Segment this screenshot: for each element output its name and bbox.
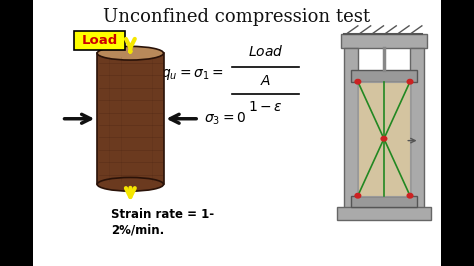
Text: Unconfined compression test: Unconfined compression test: [103, 8, 371, 26]
Text: Load: Load: [82, 34, 118, 47]
Circle shape: [355, 193, 361, 198]
Ellipse shape: [97, 46, 164, 60]
Polygon shape: [351, 70, 417, 82]
Circle shape: [407, 193, 413, 198]
Text: $\sigma_3 = 0$: $\sigma_3 = 0$: [204, 111, 246, 127]
Polygon shape: [410, 48, 424, 209]
Text: $Load$: $Load$: [247, 44, 283, 59]
Polygon shape: [0, 0, 33, 266]
Polygon shape: [344, 48, 358, 209]
Polygon shape: [337, 207, 431, 221]
Polygon shape: [97, 53, 164, 184]
Text: $1 - \varepsilon$: $1 - \varepsilon$: [248, 100, 283, 114]
Polygon shape: [351, 196, 417, 207]
Circle shape: [381, 136, 387, 141]
Ellipse shape: [97, 177, 164, 191]
Text: Strain rate = 1-
2%/min.: Strain rate = 1- 2%/min.: [111, 208, 215, 236]
FancyBboxPatch shape: [74, 31, 125, 50]
Circle shape: [355, 80, 361, 84]
Text: $A$: $A$: [260, 74, 271, 88]
Polygon shape: [441, 0, 474, 266]
Polygon shape: [358, 82, 410, 196]
Text: $q_u = \sigma_1 =$: $q_u = \sigma_1 =$: [161, 66, 223, 82]
Polygon shape: [341, 34, 427, 48]
Circle shape: [407, 80, 413, 84]
